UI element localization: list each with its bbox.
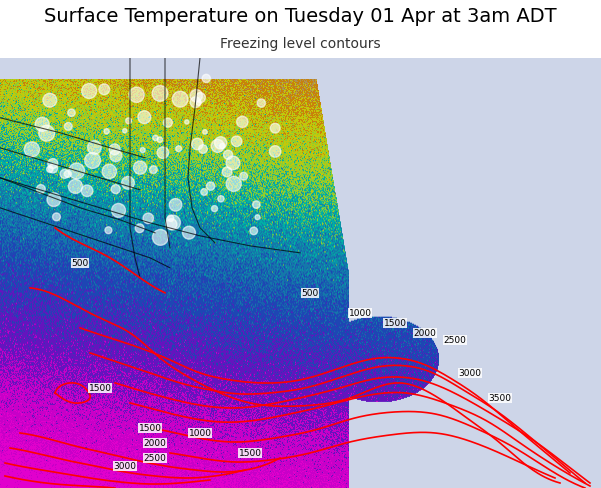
Circle shape <box>157 138 163 143</box>
Circle shape <box>215 138 227 150</box>
Circle shape <box>224 151 233 160</box>
Circle shape <box>172 92 188 108</box>
Circle shape <box>250 227 258 235</box>
Circle shape <box>240 173 248 181</box>
Circle shape <box>166 216 180 230</box>
Circle shape <box>211 140 224 153</box>
Circle shape <box>206 183 215 191</box>
Text: 2000: 2000 <box>144 439 166 447</box>
Text: 500: 500 <box>301 289 319 298</box>
Circle shape <box>121 177 135 190</box>
Text: Surface Temperature on Tuesday 01 Apr at 3am ADT: Surface Temperature on Tuesday 01 Apr at… <box>44 7 557 26</box>
Circle shape <box>81 185 93 197</box>
Circle shape <box>252 202 260 209</box>
Circle shape <box>220 144 225 149</box>
Circle shape <box>237 117 248 128</box>
Circle shape <box>202 75 210 83</box>
Circle shape <box>190 98 201 108</box>
Circle shape <box>203 130 207 135</box>
Circle shape <box>175 146 182 152</box>
Text: 1500: 1500 <box>88 384 112 393</box>
Circle shape <box>226 157 240 170</box>
Text: 1000: 1000 <box>349 309 371 318</box>
Circle shape <box>140 148 145 153</box>
Circle shape <box>143 214 153 224</box>
Circle shape <box>199 145 207 154</box>
Circle shape <box>138 111 151 124</box>
Circle shape <box>135 224 144 233</box>
Circle shape <box>37 185 45 194</box>
Circle shape <box>163 119 172 128</box>
Circle shape <box>226 177 241 192</box>
Circle shape <box>190 90 203 102</box>
Circle shape <box>110 150 122 163</box>
Circle shape <box>64 123 72 131</box>
Circle shape <box>49 164 58 174</box>
Circle shape <box>196 101 201 106</box>
Circle shape <box>185 121 189 125</box>
Circle shape <box>153 136 158 142</box>
Text: 2500: 2500 <box>444 336 466 345</box>
Text: 1500: 1500 <box>383 319 406 328</box>
Text: 500: 500 <box>72 259 88 268</box>
Circle shape <box>99 85 109 96</box>
Circle shape <box>43 94 56 108</box>
Circle shape <box>270 124 280 134</box>
Circle shape <box>133 162 147 175</box>
Circle shape <box>111 185 120 194</box>
Circle shape <box>150 166 157 174</box>
Circle shape <box>47 193 61 207</box>
Circle shape <box>167 216 174 222</box>
Circle shape <box>123 129 127 134</box>
Text: 1500: 1500 <box>239 448 261 458</box>
Text: 3500: 3500 <box>489 394 511 403</box>
Circle shape <box>82 84 97 100</box>
Circle shape <box>126 119 132 124</box>
Circle shape <box>112 204 126 218</box>
Circle shape <box>195 93 206 103</box>
Text: 2000: 2000 <box>413 329 436 338</box>
Circle shape <box>269 146 281 158</box>
Text: 2500: 2500 <box>144 453 166 463</box>
Circle shape <box>109 144 120 156</box>
Circle shape <box>129 88 144 103</box>
Text: Freezing level contours: Freezing level contours <box>220 37 381 51</box>
Circle shape <box>69 180 82 194</box>
Circle shape <box>169 199 182 212</box>
Text: 3000: 3000 <box>459 368 481 378</box>
Circle shape <box>64 171 72 178</box>
Circle shape <box>24 142 40 158</box>
Circle shape <box>104 129 109 135</box>
Circle shape <box>105 227 112 234</box>
Text: 1500: 1500 <box>138 424 162 432</box>
Circle shape <box>153 230 168 246</box>
Circle shape <box>212 206 218 212</box>
Text: 1000: 1000 <box>189 428 212 438</box>
Circle shape <box>102 165 117 179</box>
Circle shape <box>38 126 55 142</box>
Circle shape <box>218 196 224 203</box>
Text: 3000: 3000 <box>114 462 136 470</box>
Circle shape <box>69 163 85 180</box>
Circle shape <box>257 100 266 108</box>
Circle shape <box>52 213 61 222</box>
Circle shape <box>166 219 177 230</box>
Circle shape <box>201 189 207 196</box>
Circle shape <box>152 86 168 102</box>
Circle shape <box>192 139 203 150</box>
Circle shape <box>255 215 260 220</box>
Circle shape <box>157 147 169 159</box>
Circle shape <box>60 170 69 179</box>
Circle shape <box>231 137 242 147</box>
Circle shape <box>222 168 232 178</box>
Circle shape <box>85 153 100 169</box>
Circle shape <box>48 159 58 169</box>
Circle shape <box>183 227 195 240</box>
Circle shape <box>68 110 75 117</box>
Circle shape <box>88 142 101 155</box>
Circle shape <box>35 118 49 132</box>
Circle shape <box>47 167 53 173</box>
